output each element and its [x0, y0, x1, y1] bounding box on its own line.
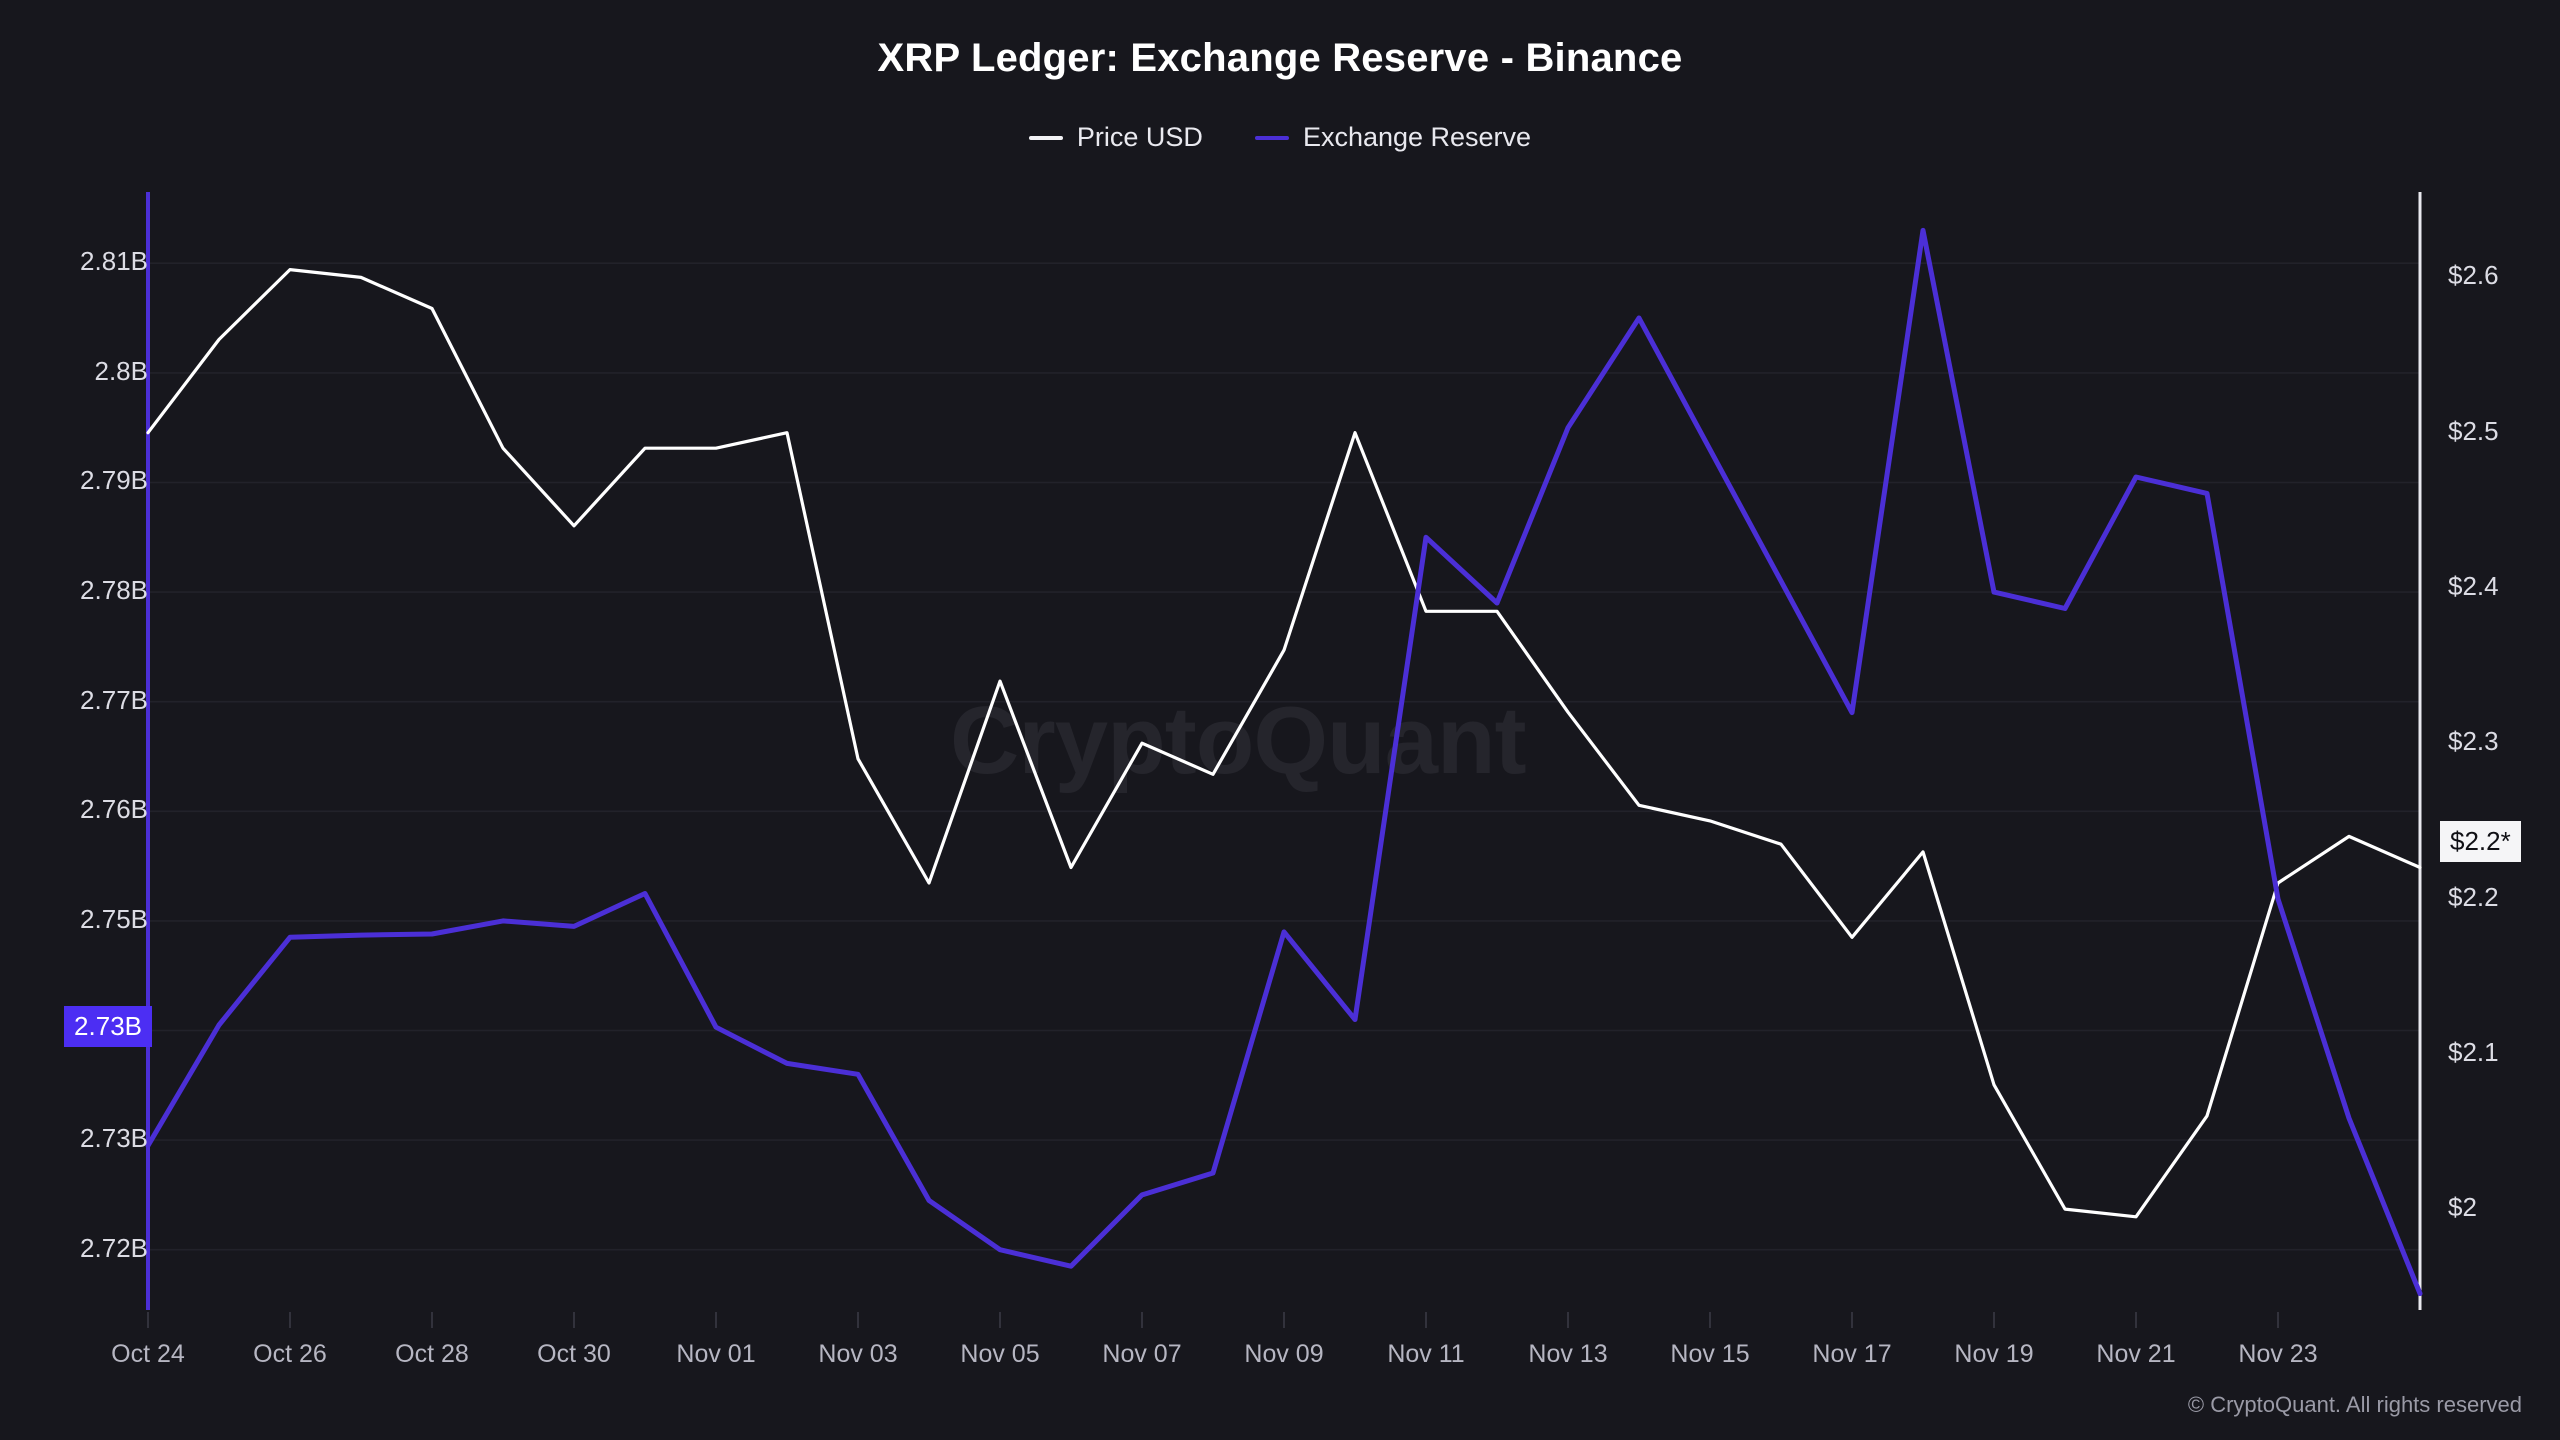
- x-axis-tick-label: Nov 21: [2096, 1340, 2176, 1368]
- cryptoquant-watermark: CryptoQuant: [950, 687, 1527, 794]
- x-axis-tick-label: Oct 28: [395, 1340, 469, 1368]
- legend-item-exchange-reserve[interactable]: Exchange Reserve: [1254, 122, 1532, 153]
- x-axis-tick-label: Nov 05: [960, 1340, 1040, 1368]
- x-axis-tick-label: Nov 01: [676, 1340, 756, 1368]
- legend-label-exchange-reserve: Exchange Reserve: [1302, 122, 1532, 152]
- x-axis-tick-label: Nov 07: [1102, 1340, 1182, 1368]
- x-axis-tick-label: Nov 09: [1244, 1340, 1324, 1368]
- right-axis-tick-label: $2: [2448, 1192, 2477, 1223]
- left-axis-tick-label: 2.8B: [94, 355, 149, 386]
- x-axis-tick-label: Nov 17: [1812, 1340, 1892, 1368]
- series-line-exchange-reserve: [145, 227, 2423, 1297]
- left-axis-tick-label: 2.72B: [80, 1232, 148, 1263]
- x-axis-tick-label: Nov 23: [2238, 1340, 2318, 1368]
- left-axis-highlight-badge: 2.73B: [64, 1005, 152, 1047]
- left-axis-tick-label: 2.78B: [80, 575, 148, 606]
- legend-swatch-price-usd: [1028, 135, 1063, 140]
- left-axis-tick-label: 2.76B: [80, 794, 148, 825]
- series-line-price-usd: [146, 268, 2422, 1219]
- right-axis-highlight-badge: $2.2*: [2440, 821, 2521, 863]
- right-axis-tick-label: $2.4: [2448, 570, 2499, 601]
- right-axis-tick-label: $2.2: [2448, 881, 2499, 912]
- left-axis-tick-label: 2.79B: [80, 465, 148, 496]
- legend-swatch-exchange-reserve: [1254, 135, 1289, 140]
- x-axis-tick-label: Nov 13: [1528, 1340, 1608, 1368]
- left-axis-tick-label: 2.75B: [80, 903, 148, 934]
- x-axis-tick-label: Nov 11: [1387, 1340, 1465, 1368]
- x-axis-tick-label: Nov 19: [1954, 1340, 2034, 1368]
- x-axis-tick-label: Oct 30: [537, 1340, 611, 1368]
- left-axis-tick-label: 2.73B: [80, 1123, 148, 1154]
- left-axis-tick-label: 2.77B: [80, 684, 148, 715]
- x-axis-tick-label: Oct 24: [111, 1340, 185, 1368]
- x-tick-marks: [147, 1312, 2279, 1328]
- page-title: XRP Ledger: Exchange Reserve - Binance: [877, 36, 1683, 80]
- left-axis-tick-label: 2.81B: [80, 246, 148, 277]
- chart-legend: Price USD Exchange Reserve: [0, 122, 2560, 153]
- right-axis-tick-label: $2.6: [2448, 260, 2499, 291]
- gridlines: [148, 262, 2420, 1251]
- x-axis-tick-label: Nov 03: [818, 1340, 898, 1368]
- copyright-footer: © CryptoQuant. All rights reserved: [2187, 1392, 2522, 1417]
- x-axis-tick-label: Nov 15: [1670, 1340, 1750, 1368]
- legend-label-price-usd: Price USD: [1076, 122, 1203, 152]
- legend-item-price-usd[interactable]: Price USD: [1028, 122, 1203, 153]
- right-axis-tick-label: $2.5: [2448, 415, 2499, 446]
- x-axis-tick-label: Oct 26: [253, 1340, 327, 1368]
- right-axis-tick-label: $2.3: [2448, 726, 2499, 757]
- right-axis-tick-label: $2.1: [2448, 1036, 2499, 1067]
